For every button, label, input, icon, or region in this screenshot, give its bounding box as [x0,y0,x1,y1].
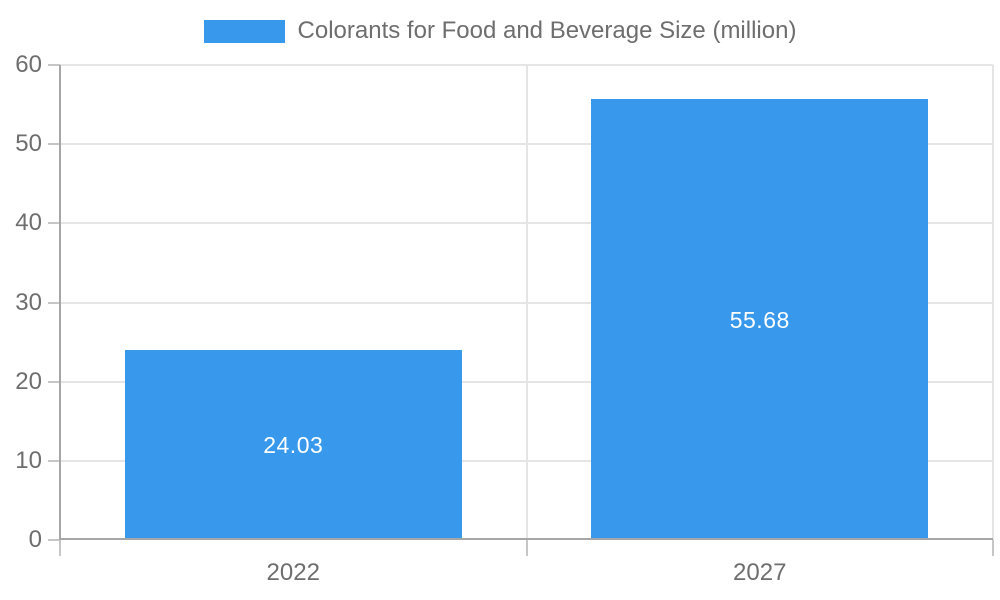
y-tick-label: 0 [28,526,42,553]
y-tick-label: 50 [15,130,42,158]
legend-label: Colorants for Food and Beverage Size (mi… [297,17,797,44]
bar-2027 [591,99,929,540]
y-tick [48,222,60,225]
bar-value-label: 55.68 [729,306,790,333]
bar-2022 [124,349,462,540]
legend-swatch [203,19,285,43]
y-tick-label: 20 [15,367,42,395]
legend-item[interactable]: Colorants for Food and Beverage Size (mi… [203,17,797,45]
y-tick-label: 10 [15,446,42,474]
x-tick [59,540,61,556]
x-tick-label: 2027 [733,559,787,586]
y-tick [48,539,60,541]
x-tick [992,540,994,556]
y-tick [48,301,60,304]
v-gridline [992,65,994,540]
y-tick-label: 60 [15,51,42,78]
x-axis-line [60,538,993,540]
plot-area: 0 10 20 30 40 50 60 24.03 2022 55.68 2027 [15,51,994,586]
y-tick [48,459,60,462]
x-tick [525,540,528,556]
x-tick-label: 2022 [266,559,320,586]
bar-value-label: 24.03 [263,431,324,458]
y-axis-line [59,65,61,540]
y-tick [48,143,60,146]
y-tick [48,380,60,383]
y-tick-label: 30 [15,288,42,316]
v-gridline [525,65,528,540]
legend: Colorants for Food and Beverage Size (mi… [0,17,1000,45]
y-tick-label: 40 [15,209,42,237]
y-tick [48,64,60,66]
